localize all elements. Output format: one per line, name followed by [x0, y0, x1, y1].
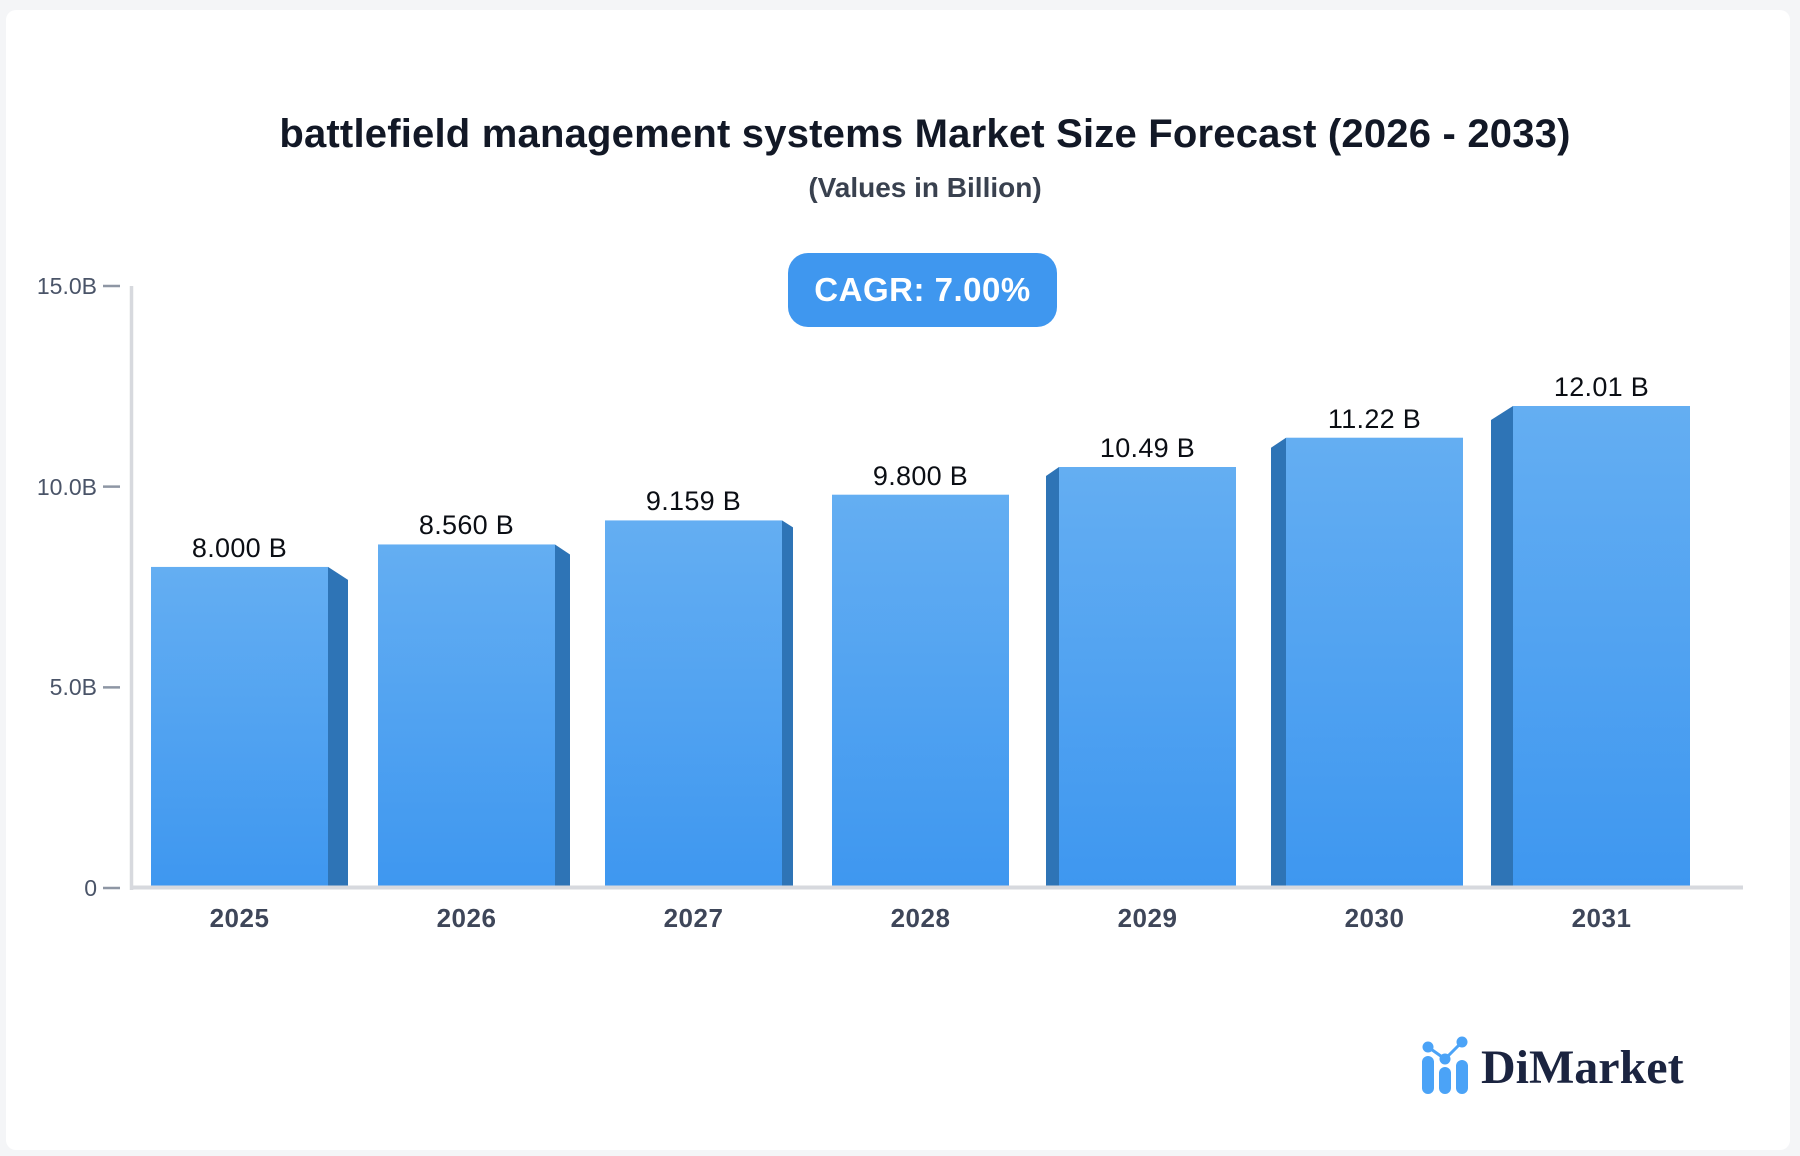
cagr-badge-label: CAGR: 7.00% [814, 271, 1031, 308]
chart-title: battlefield management systems Market Si… [279, 112, 1571, 156]
x-axis-label-2031: 2031 [1571, 903, 1632, 933]
bar-side-2029 [1046, 467, 1059, 887]
bar-2031 [1513, 405, 1690, 887]
brand-logo: DiMarket [1421, 1036, 1684, 1094]
bar-value-label: 9.800 B [872, 460, 969, 491]
bar-value-label: 8.000 B [191, 532, 288, 563]
y-axis-label-10.0B: 10.0B [36, 473, 97, 500]
bar-2028 [832, 494, 1009, 887]
bar-value-label: 11.22 B [1327, 403, 1422, 434]
x-axis-label-2025: 2025 [209, 903, 270, 933]
bar-side-2030 [1271, 437, 1286, 887]
y-axis-label-5.0B: 5.0B [49, 674, 97, 701]
bar-2027 [605, 520, 782, 887]
y-axis-label-0: 0 [84, 875, 97, 901]
bar-2026 [378, 544, 555, 887]
bar-2029 [1059, 467, 1236, 887]
bar-side-2026 [555, 544, 570, 887]
bar-2030 [1286, 437, 1463, 887]
x-axis-label-2026: 2026 [436, 903, 497, 933]
bar-value-label: 12.01 B [1553, 371, 1650, 402]
bar-value-label: 10.49 B [1099, 433, 1196, 463]
bar-side-2031 [1491, 405, 1513, 887]
x-axis-label-2027: 2027 [663, 903, 724, 933]
chart-subtitle: (Values in Billion) [808, 172, 1042, 203]
x-axis-label-2028: 2028 [890, 903, 951, 933]
x-axis-label-2029: 2029 [1117, 903, 1178, 933]
bar-value-label: 8.560 B [418, 510, 515, 541]
y-axis-label-15.0B: 15.0B [36, 273, 97, 299]
brand-name: DiMarket [1481, 1041, 1684, 1094]
bar-side-2025 [328, 566, 348, 887]
bar-value-label: 9.159 B [645, 486, 742, 517]
bar-side-2027 [782, 520, 793, 887]
x-axis-label-2030: 2030 [1344, 903, 1405, 933]
mini-bar-chart-icon [1422, 1036, 1468, 1094]
bar-2025 [151, 566, 328, 887]
cagr-badge: CAGR: 7.00% [788, 253, 1057, 327]
